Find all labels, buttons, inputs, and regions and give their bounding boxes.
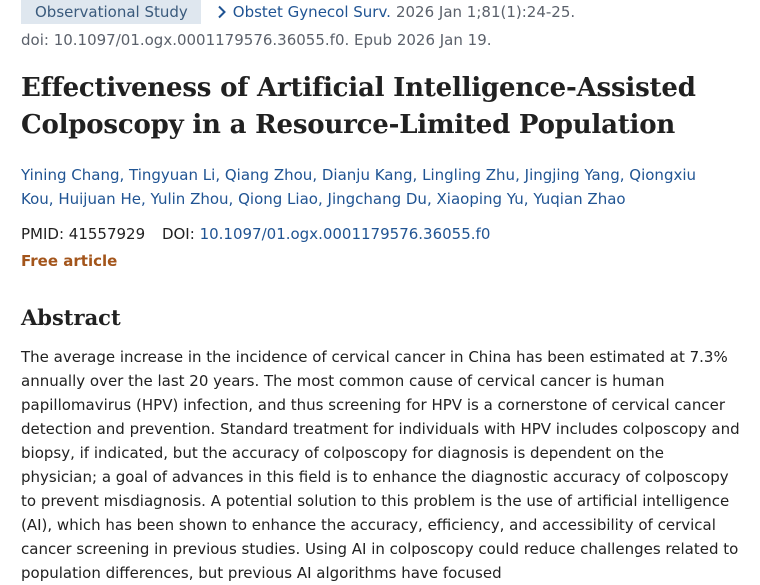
author-separator: , [619,166,625,184]
pmid-value: 41557929 [68,225,146,243]
article-type-badge[interactable]: Observational Study [21,0,201,24]
author-link[interactable]: Qiong Liao [238,190,318,208]
abstract-text: The average increase in the incidence of… [21,348,740,582]
author-link[interactable]: Lingling Zhu [422,166,516,184]
author-separator: , [312,166,318,184]
citation-bar: Observational Study Obstet Gynecol Surv.… [21,0,575,24]
free-article-label: Free article [21,252,118,270]
journal-name: Obstet Gynecol Surv. [232,3,391,21]
author-separator: , [215,166,221,184]
author-link[interactable]: Huijuan He [58,190,141,208]
author-separator: , [317,190,323,208]
doi-link[interactable]: 10.1097/01.ogx.0001179576.36055.f0 [199,225,491,243]
article-title: Effectiveness of Artificial Intelligence… [21,73,696,140]
author-link[interactable]: Yining Chang [21,166,120,184]
author-link[interactable]: Yulin Zhou [150,190,229,208]
journal-link[interactable]: Obstet Gynecol Surv. [215,3,391,21]
identifiers: PMID: 41557929 DOI: 10.1097/01.ogx.00011… [21,225,490,243]
chevron-right-icon [218,5,226,19]
abstract-heading: Abstract [21,305,121,330]
author-separator: , [140,190,146,208]
author-link[interactable]: Jingjing Yang [524,166,620,184]
author-separator: , [426,190,432,208]
author-link[interactable]: Qiang Zhou [224,166,313,184]
author-link[interactable]: Xiaoping Yu [436,190,524,208]
doi-label: DOI: [161,225,195,243]
doi-epub-line: doi: 10.1097/01.ogx.0001179576.36055.f0.… [21,31,492,49]
author-separator: , [515,166,520,184]
author-separator: , [412,166,418,184]
pmid-label: PMID: [21,225,65,243]
author-separator: , [523,190,529,208]
author-link[interactable]: Tingyuan Li [129,166,216,184]
author-link[interactable]: Jingchang Du [327,190,427,208]
author-link[interactable]: Dianju Kang [321,166,413,184]
author-separator: , [48,190,54,208]
author-separator: , [119,166,125,184]
author-separator: , [228,190,234,208]
author-link[interactable]: Qiongxiu Kou [21,166,697,208]
citation-details: 2026 Jan 1;81(1):24-25. [395,3,576,21]
author-link[interactable]: Yuqian Zhao [533,190,626,208]
author-list: Yining Chang, Tingyuan Li, Qiang Zhou, D… [21,163,721,211]
